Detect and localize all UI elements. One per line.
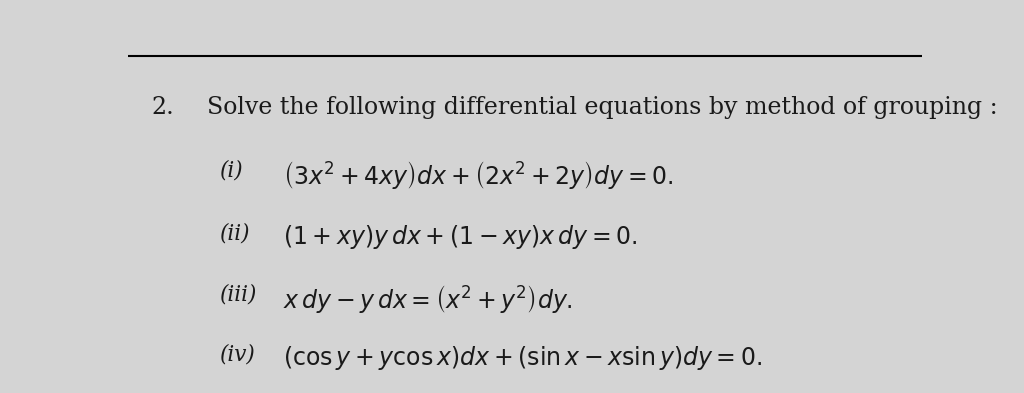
Text: 2.: 2. (152, 95, 174, 119)
Text: (i): (i) (219, 159, 243, 181)
Text: $\left(3x^2+4xy\right)dx+\left(2x^2+2y\right)dy=0.$: $\left(3x^2+4xy\right)dx+\left(2x^2+2y\r… (283, 159, 674, 191)
Text: $\left(1+xy\right)y\,dx+\left(1-xy\right)x\,dy=0.$: $\left(1+xy\right)y\,dx+\left(1-xy\right… (283, 223, 637, 251)
Text: (iv): (iv) (219, 344, 255, 366)
Text: (ii): (ii) (219, 223, 250, 245)
Text: (iii): (iii) (219, 283, 257, 305)
Text: Solve the following differential equations by method of grouping :: Solve the following differential equatio… (207, 95, 998, 119)
Text: $\left(\cos y+y\cos x\right)dx+\left(\sin x-x\sin y\right)dy=0.$: $\left(\cos y+y\cos x\right)dx+\left(\si… (283, 344, 762, 372)
Text: $x\,dy-y\,dx=\left(x^2+y^2\right)dy.$: $x\,dy-y\,dx=\left(x^2+y^2\right)dy.$ (283, 283, 572, 315)
